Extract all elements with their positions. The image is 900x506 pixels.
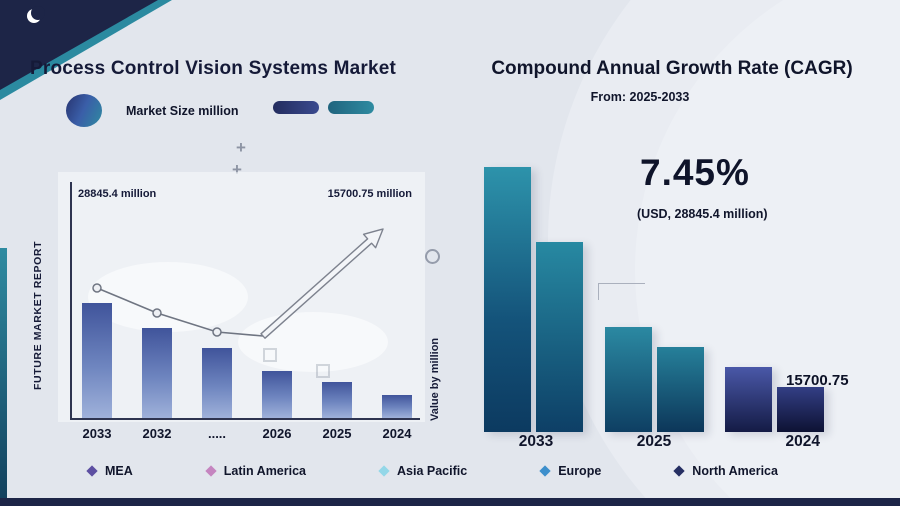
value-callout: 15700.75: [786, 372, 849, 389]
plus-decoration: +: [232, 160, 242, 179]
teal-pill-icon: [328, 101, 374, 114]
legend-marker: [673, 465, 685, 477]
bar-group-2033: [484, 167, 583, 432]
market-size-bar: [142, 328, 172, 418]
market-size-bar: [262, 371, 292, 418]
x-axis-label: 2026: [262, 426, 292, 441]
square-decoration: [316, 364, 330, 378]
cagr-value: 7.45%: [640, 152, 750, 193]
x-axis-label: 2024: [382, 426, 412, 441]
cagr-bar: [725, 367, 772, 432]
crescent-decoration: [31, 6, 45, 20]
chart-end-value-label: 15700.75 million: [327, 188, 412, 200]
market-size-bar: [202, 348, 232, 418]
legend-item-north-america: North America: [673, 464, 778, 478]
cagr-bar: [536, 242, 583, 432]
gradient-sphere-icon: [66, 94, 102, 127]
legend-label: Europe: [558, 464, 602, 478]
cagr-bar: [604, 327, 652, 432]
market-size-legend: Market Size million: [66, 94, 239, 127]
navy-pill-icon: [273, 101, 319, 114]
legend-label: Asia Pacific: [397, 464, 468, 478]
circle-decoration: [425, 249, 440, 264]
left-chart-title: Process Control Vision Systems Market: [30, 58, 397, 79]
legend-label: Latin America: [223, 464, 306, 478]
x-axis-line: [70, 418, 420, 420]
x-axis-label: .....: [207, 426, 227, 441]
right-bars: [484, 167, 824, 432]
legend-pills: [273, 101, 374, 114]
legend-item-mea: MEA: [86, 464, 133, 478]
cagr-basis: (USD, 28845.4 million): [637, 207, 768, 221]
x-axis-label: 2024: [785, 433, 820, 450]
legend-item-europe: Europe: [539, 464, 602, 478]
bar-group-2024: [725, 367, 824, 432]
market-size-bar: [322, 382, 352, 418]
market-size-bar: [382, 395, 412, 418]
legend-item-asia-pacific: Asia Pacific: [378, 464, 468, 478]
market-size-legend-label: Market Size million: [126, 103, 239, 118]
x-axis-label: 2033: [82, 426, 112, 441]
legend-item-latin-america: Latin America: [205, 464, 306, 478]
future-market-report-label: FUTURE MARKET REPORT: [32, 240, 44, 390]
bar-group-2025: [604, 327, 704, 432]
square-decoration: [263, 348, 277, 362]
chart-max-value-label: 28845.4 million: [78, 188, 157, 200]
left-x-labels: 2033 2032..... 2026 2025 2024: [82, 426, 412, 441]
step-line-decoration: [598, 283, 645, 300]
cagr-title: Compound Annual Growth Rate (CAGR): [491, 58, 853, 79]
cagr-period: From: 2025-2033: [590, 90, 690, 104]
left-bars: [82, 303, 412, 418]
x-axis-label: 2033: [518, 433, 554, 450]
x-axis-label: 2032: [142, 426, 172, 441]
cagr-bar: [656, 347, 704, 432]
legend-label: MEA: [105, 464, 133, 478]
x-axis-label: 2025: [322, 426, 352, 441]
right-x-labels: 2033 2025 2024: [484, 433, 824, 451]
left-edge-accent: [0, 248, 7, 506]
x-axis-label: 2025: [636, 433, 672, 450]
market-size-bar: [82, 303, 112, 418]
legend-marker: [86, 465, 98, 477]
legend-marker: [539, 465, 551, 477]
y-axis-line: [70, 182, 72, 420]
cagr-bar: [777, 387, 824, 432]
legend-marker: [205, 465, 217, 477]
market-size-chart: 28845.4 million 15700.75 million: [58, 172, 425, 422]
cagr-bar: [484, 167, 531, 432]
value-axis-label: Value by million: [429, 337, 441, 421]
legend-label: North America: [692, 464, 778, 478]
plus-decoration: +: [236, 138, 246, 157]
legend-marker: [378, 465, 390, 477]
bottom-edge-accent: [0, 498, 900, 506]
bottom-legend: MEA Latin America Asia Pacific Europe North …: [86, 464, 778, 478]
